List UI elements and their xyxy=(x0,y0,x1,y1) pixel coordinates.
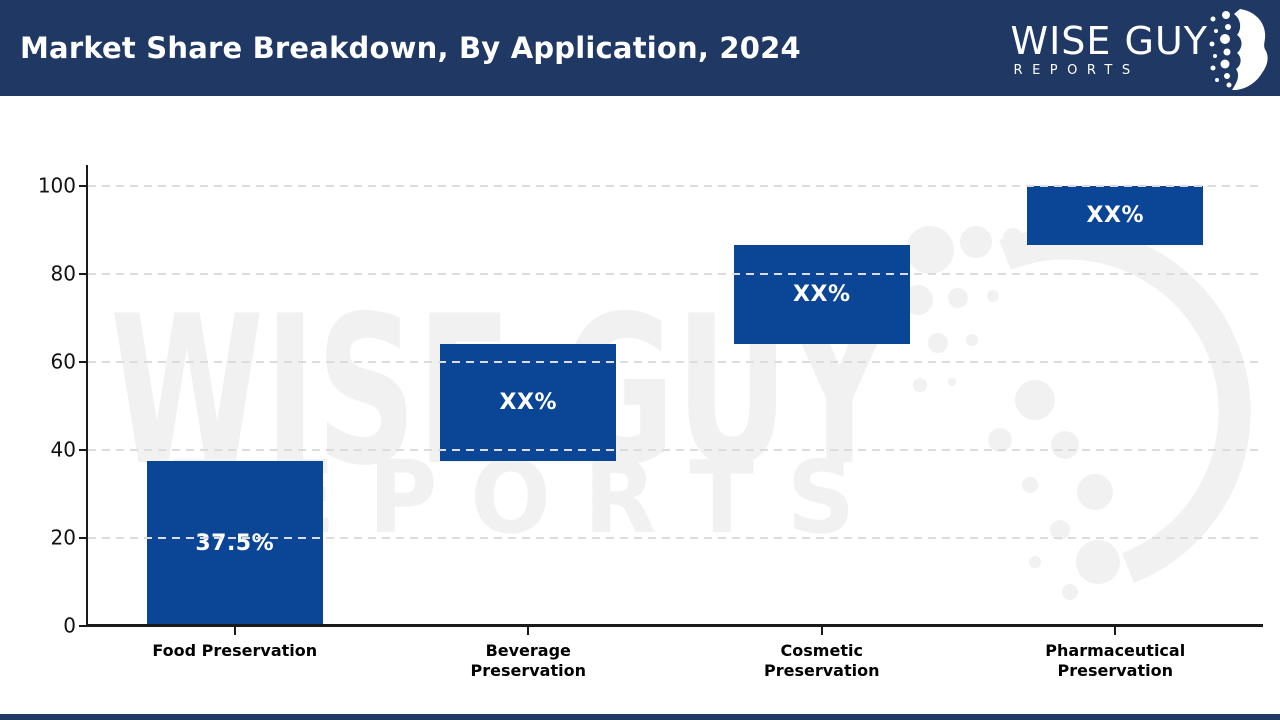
y-tick xyxy=(79,273,87,275)
y-tick xyxy=(79,361,87,363)
x-category-line: Preservation xyxy=(764,661,880,680)
y-tick xyxy=(79,185,87,187)
x-tick xyxy=(820,627,823,635)
x-category-line: Preservation xyxy=(470,661,586,680)
bar-value-label: 37.5% xyxy=(195,531,275,556)
y-gridline xyxy=(88,449,1262,451)
bar-segment: XX% xyxy=(440,344,617,461)
y-tick xyxy=(79,625,87,627)
y-gridline xyxy=(88,185,1262,187)
logo-face-icon xyxy=(1209,9,1268,90)
bar-value-label: XX% xyxy=(793,282,851,308)
x-category-line: Pharmaceutical xyxy=(1045,641,1186,660)
bar-value-label: XX% xyxy=(1086,203,1144,229)
y-gridline xyxy=(88,361,1262,363)
wiseguy-logo: WISE GUY REPORTS xyxy=(1011,7,1270,91)
y-tick-label: 20 xyxy=(50,525,76,550)
x-tick xyxy=(527,627,530,635)
y-tick xyxy=(79,537,87,539)
header-band: Market Share Breakdown, By Application, … xyxy=(0,0,1280,96)
logo-wordmark: WISE GUY xyxy=(1010,19,1208,63)
x-category-label: Beverage Preservation xyxy=(408,641,648,681)
bar-segment: XX% xyxy=(1027,186,1204,246)
bar-segment: 37.5% xyxy=(146,461,323,626)
x-tick xyxy=(233,627,236,635)
y-gridline xyxy=(88,537,1262,539)
x-category-label: Cosmetic Preservation xyxy=(702,641,942,681)
x-category-line: Cosmetic xyxy=(780,641,863,660)
x-tick xyxy=(1114,627,1117,635)
bar-value-label: XX% xyxy=(499,390,557,416)
page-title: Market Share Breakdown, By Application, … xyxy=(20,31,801,65)
x-category-line: Preservation xyxy=(1057,661,1173,680)
bar-segment: XX% xyxy=(733,245,910,345)
x-axis-line xyxy=(86,624,1263,627)
y-axis-line xyxy=(86,165,88,627)
logo-subtext: REPORTS xyxy=(1013,63,1140,78)
footer-band xyxy=(0,714,1280,720)
y-tick-label: 0 xyxy=(63,613,76,638)
y-gridline xyxy=(88,273,1262,275)
y-tick xyxy=(79,449,87,451)
x-category-label: Pharmaceutical Preservation xyxy=(995,641,1235,681)
x-category-label: Food Preservation xyxy=(152,641,318,660)
y-tick-label: 80 xyxy=(50,261,76,286)
watermark-face-icon xyxy=(903,226,1251,600)
y-tick-label: 60 xyxy=(50,349,76,374)
logo-text: WISE GUY REPORTS xyxy=(1011,21,1208,78)
y-tick-label: 40 xyxy=(50,437,76,462)
x-category-line: Beverage xyxy=(485,641,571,660)
y-tick-label: 100 xyxy=(37,173,76,198)
